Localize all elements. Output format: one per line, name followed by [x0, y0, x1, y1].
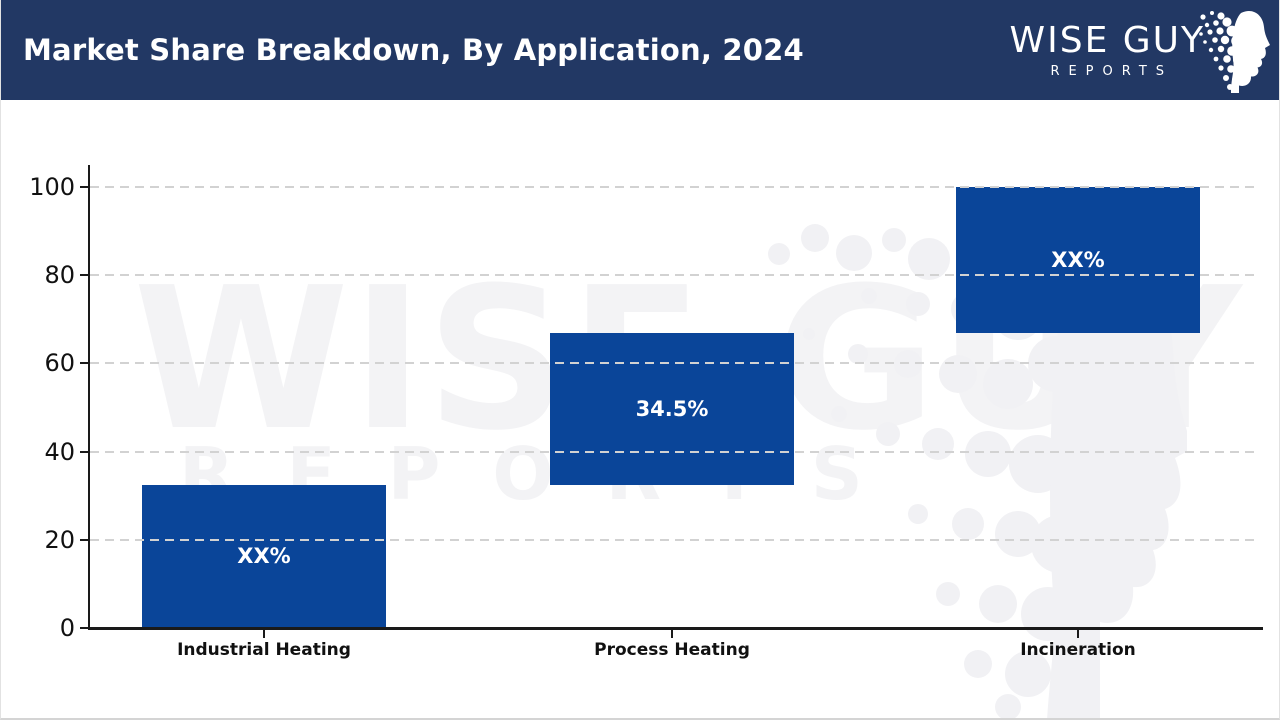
- dotted-head-icon: [1199, 10, 1270, 93]
- logo-subtitle: REPORTS: [1050, 63, 1174, 79]
- y-tick-label-0: 0: [59, 614, 75, 642]
- y-tick-mark-0: [80, 627, 88, 629]
- y-tick-mark-20: [80, 538, 88, 541]
- page-title: Market Share Breakdown, By Application, …: [23, 33, 804, 67]
- x-tick-mark-process-heating: [671, 630, 673, 638]
- gridline-100: [90, 186, 1257, 188]
- logo-wordmark: WISE GUY: [1009, 19, 1205, 61]
- bar-process-heating: [550, 332, 794, 485]
- y-tick-mark-60: [80, 362, 88, 365]
- y-tick-mark-40: [80, 450, 88, 453]
- bar-value-label-process-heating: 34.5%: [635, 396, 709, 421]
- y-tick-mark-80: [80, 274, 88, 277]
- y-tick-mark-100: [80, 186, 88, 188]
- y-tick-label-20: 20: [44, 525, 75, 554]
- gridline-80: [90, 274, 1257, 277]
- x-tick-mark-industrial-heating: [263, 630, 265, 638]
- x-axis-spine: [88, 627, 1263, 630]
- logo-text: WISE GUY REPORTS: [1009, 19, 1206, 79]
- gridline-40: [90, 450, 1257, 453]
- x-tick-label-industrial-heating: Industrial Heating: [177, 640, 351, 660]
- gridline-60: [90, 362, 1257, 365]
- gridline-20: [90, 538, 1257, 541]
- bar-value-label-industrial-heating: XX%: [237, 544, 291, 569]
- y-tick-label-100: 100: [29, 173, 75, 201]
- bar-value-label-incineration: XX%: [1051, 247, 1105, 272]
- bar-industrial-heating: [142, 484, 386, 628]
- wise-guy-reports-logo: WISE GUY REPORTS: [1010, 7, 1280, 93]
- x-tick-label-process-heating: Process Heating: [594, 640, 750, 660]
- x-tick-label-incineration: Incineration: [1020, 640, 1136, 660]
- y-axis-spine: [88, 165, 90, 630]
- y-tick-label-80: 80: [44, 261, 75, 290]
- header-bar: Market Share Breakdown, By Application, …: [1, 0, 1280, 100]
- y-tick-label-60: 60: [44, 349, 75, 378]
- y-tick-label-40: 40: [44, 437, 75, 466]
- x-tick-mark-incineration: [1077, 630, 1079, 638]
- bar-incineration: [956, 187, 1200, 333]
